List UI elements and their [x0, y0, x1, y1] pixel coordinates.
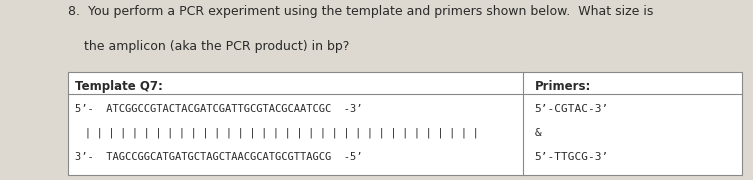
- Text: Primers:: Primers:: [535, 80, 591, 93]
- Text: 8.  You perform a PCR experiment using the template and primers shown below.  Wh: 8. You perform a PCR experiment using th…: [68, 5, 653, 18]
- Bar: [68, 72, 742, 175]
- Text: 5’-TTGCG-3’: 5’-TTGCG-3’: [535, 152, 609, 162]
- Text: 5’-CGTAC-3’: 5’-CGTAC-3’: [535, 103, 609, 114]
- Text: 3’-  TAGCCGGCATGATGCTAGCTAACGCATGCGTTAGCG  -5’: 3’- TAGCCGGCATGATGCTAGCTAACGCATGCGTTAGCG…: [75, 152, 363, 162]
- Text: | | | | | | | | | | | | | | | | | | | | | | | | | | | | | | | | | |: | | | | | | | | | | | | | | | | | | | | …: [85, 128, 479, 138]
- Text: Template Q7:: Template Q7:: [75, 80, 163, 93]
- Text: 5’-  ATCGGCCGTACTACGATCGATTGCGTACGCAATCGC  -3’: 5’- ATCGGCCGTACTACGATCGATTGCGTACGCAATCGC…: [75, 103, 363, 114]
- Text: the amplicon (aka the PCR product) in bp?: the amplicon (aka the PCR product) in bp…: [68, 40, 349, 53]
- Text: &: &: [535, 128, 541, 138]
